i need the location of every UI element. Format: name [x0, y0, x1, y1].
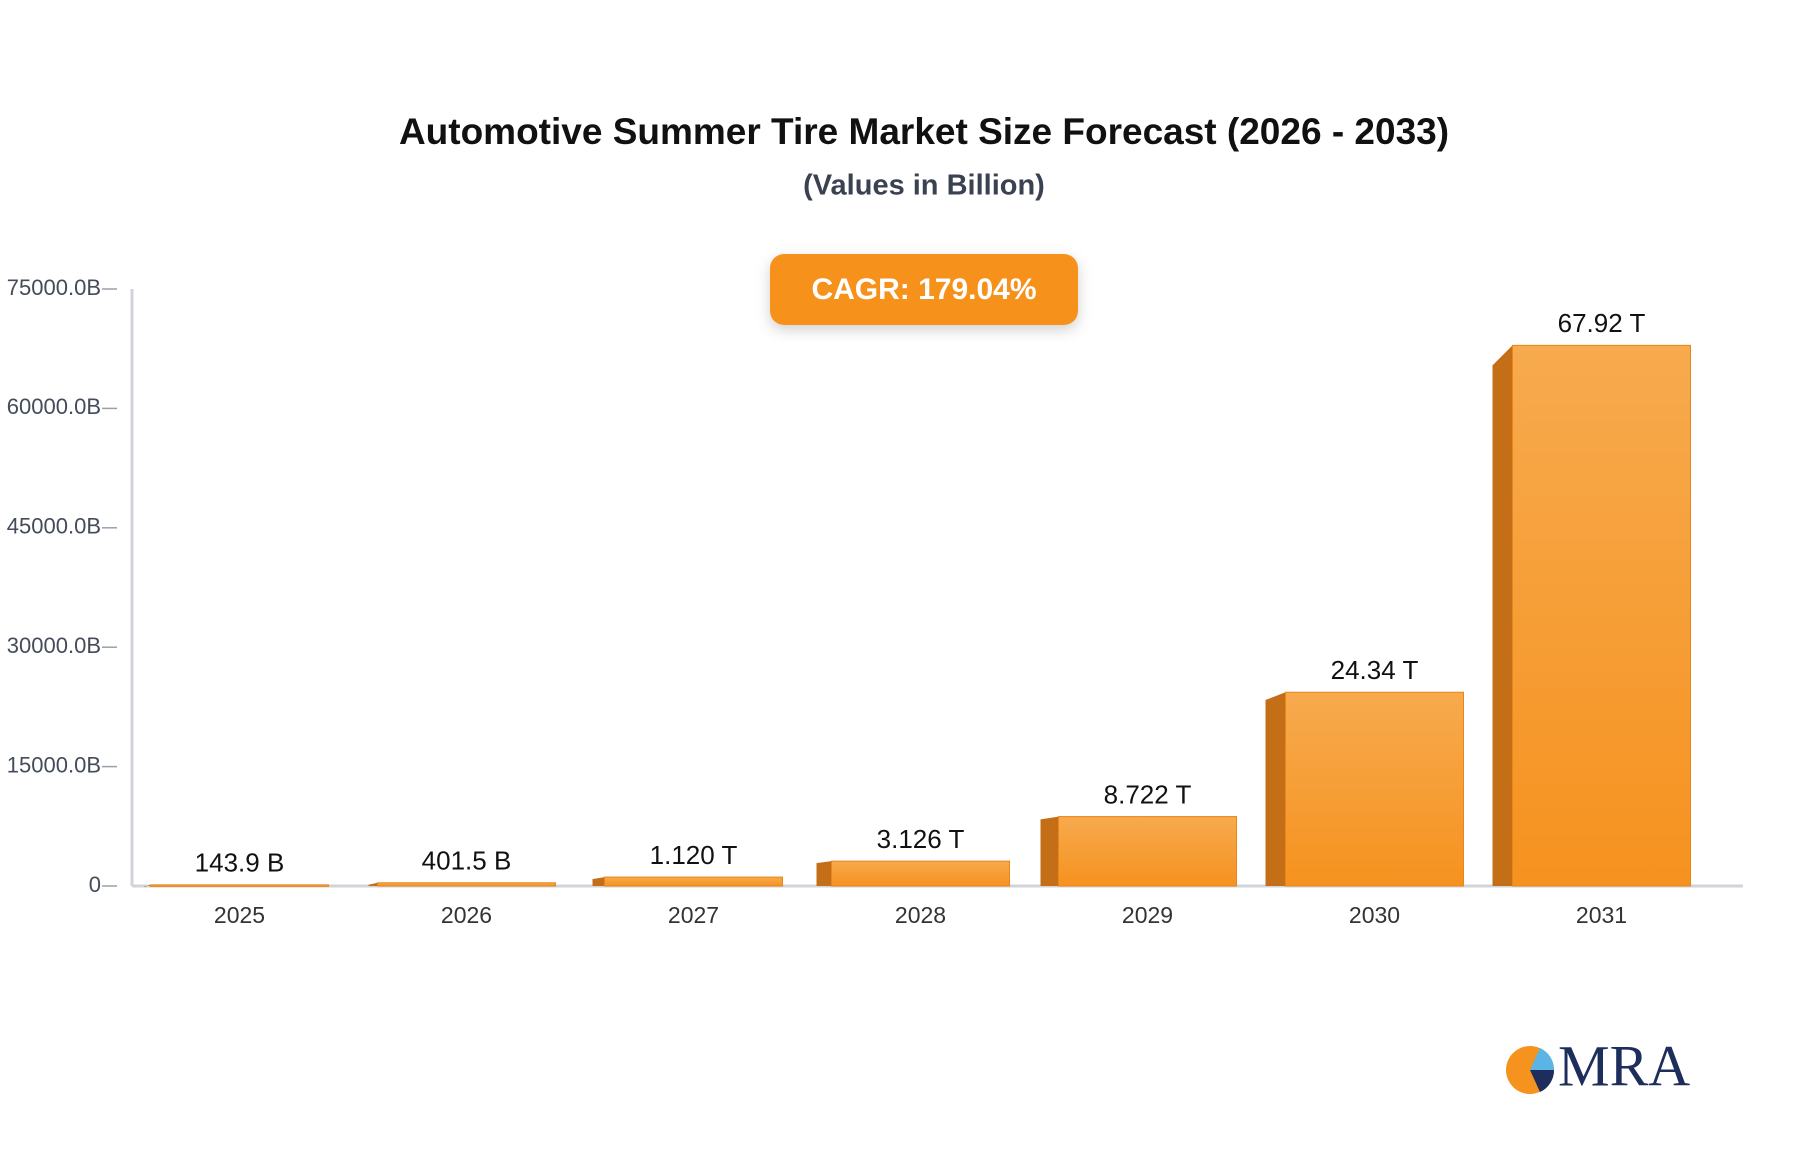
bar-side — [1492, 345, 1513, 886]
x-tick-label: 2031 — [1576, 902, 1627, 928]
bar-side — [1040, 816, 1059, 886]
y-tick-label: 15000.0B — [7, 752, 101, 777]
logo-icon-segment — [1530, 1070, 1555, 1092]
chart-subtitle: (Values in Billion) — [803, 170, 1045, 202]
x-tick-label: 2030 — [1349, 902, 1400, 928]
x-tick-label: 2029 — [1122, 902, 1173, 928]
cagr-badge — [770, 254, 1078, 325]
bar — [831, 860, 1010, 887]
value-label: 1.120 T — [650, 840, 738, 870]
value-label: 67.92 T — [1558, 308, 1646, 338]
bar — [604, 876, 783, 887]
value-label: 3.126 T — [877, 824, 965, 854]
bar-side — [144, 884, 151, 887]
value-label: 8.722 T — [1104, 779, 1192, 809]
logo-icon-segment — [1530, 1048, 1555, 1070]
bar-side — [368, 882, 378, 886]
y-tick-label: 30000.0B — [7, 633, 101, 658]
value-label: 143.9 B — [195, 848, 285, 878]
y-tick-label: 45000.0B — [7, 514, 101, 539]
bar-side — [592, 877, 605, 886]
bar-side — [1265, 692, 1286, 886]
bar — [377, 882, 556, 887]
bar — [150, 884, 329, 887]
y-tick-label: 75000.0B — [7, 275, 101, 300]
x-tick-label: 2026 — [441, 902, 492, 928]
logo-text: MRA — [1558, 1033, 1690, 1098]
value-label: 24.34 T — [1331, 655, 1419, 685]
bar-side — [816, 861, 832, 886]
y-tick-label: 60000.0B — [7, 394, 101, 419]
x-tick-label: 2028 — [895, 902, 946, 928]
value-label: 401.5 B — [422, 846, 512, 876]
bar — [1285, 691, 1464, 887]
x-tick-label: 2027 — [668, 902, 719, 928]
logo: MRA — [1506, 1033, 1690, 1098]
bar — [1512, 344, 1691, 887]
y-tick-label: 0 — [89, 872, 101, 897]
bar — [1058, 816, 1237, 887]
x-tick-label: 2025 — [214, 902, 265, 928]
cagr-label: CAGR: 179.04% — [811, 273, 1036, 306]
chart-title: Automotive Summer Tire Market Size Forec… — [399, 111, 1449, 152]
